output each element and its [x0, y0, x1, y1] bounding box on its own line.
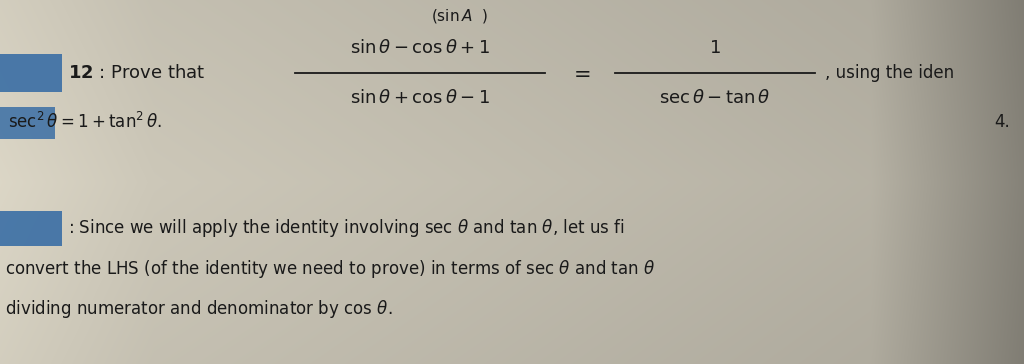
FancyBboxPatch shape: [0, 107, 55, 139]
Text: $\sin\theta + \cos\theta - 1$: $\sin\theta + \cos\theta - 1$: [350, 89, 489, 107]
Text: : Since we will apply the identity involving sec $\theta$ and tan $\theta$, let : : Since we will apply the identity invol…: [68, 217, 625, 239]
Text: $=$: $=$: [569, 63, 591, 83]
Text: $\sec\theta - \tan\theta$: $\sec\theta - \tan\theta$: [659, 89, 771, 107]
Text: 4.: 4.: [994, 113, 1010, 131]
Text: , using the iden: , using the iden: [825, 64, 954, 82]
Text: $\sec^2\theta = 1 + \tan^2\theta.$: $\sec^2\theta = 1 + \tan^2\theta.$: [8, 112, 162, 132]
Text: $\mathbf{12}$ : Prove that: $\mathbf{12}$ : Prove that: [68, 64, 206, 82]
Text: $(\sin A\ \ )$: $(\sin A\ \ )$: [431, 7, 488, 25]
FancyBboxPatch shape: [0, 54, 62, 92]
Text: dividing numerator and denominator by cos $\theta$.: dividing numerator and denominator by co…: [5, 298, 392, 320]
Text: $\sin\theta - \cos\theta + 1$: $\sin\theta - \cos\theta + 1$: [350, 39, 489, 57]
FancyBboxPatch shape: [0, 211, 62, 246]
Text: $1$: $1$: [710, 39, 721, 57]
Text: convert the LHS (of the identity we need to prove) in terms of sec $\theta$ and : convert the LHS (of the identity we need…: [5, 258, 655, 280]
